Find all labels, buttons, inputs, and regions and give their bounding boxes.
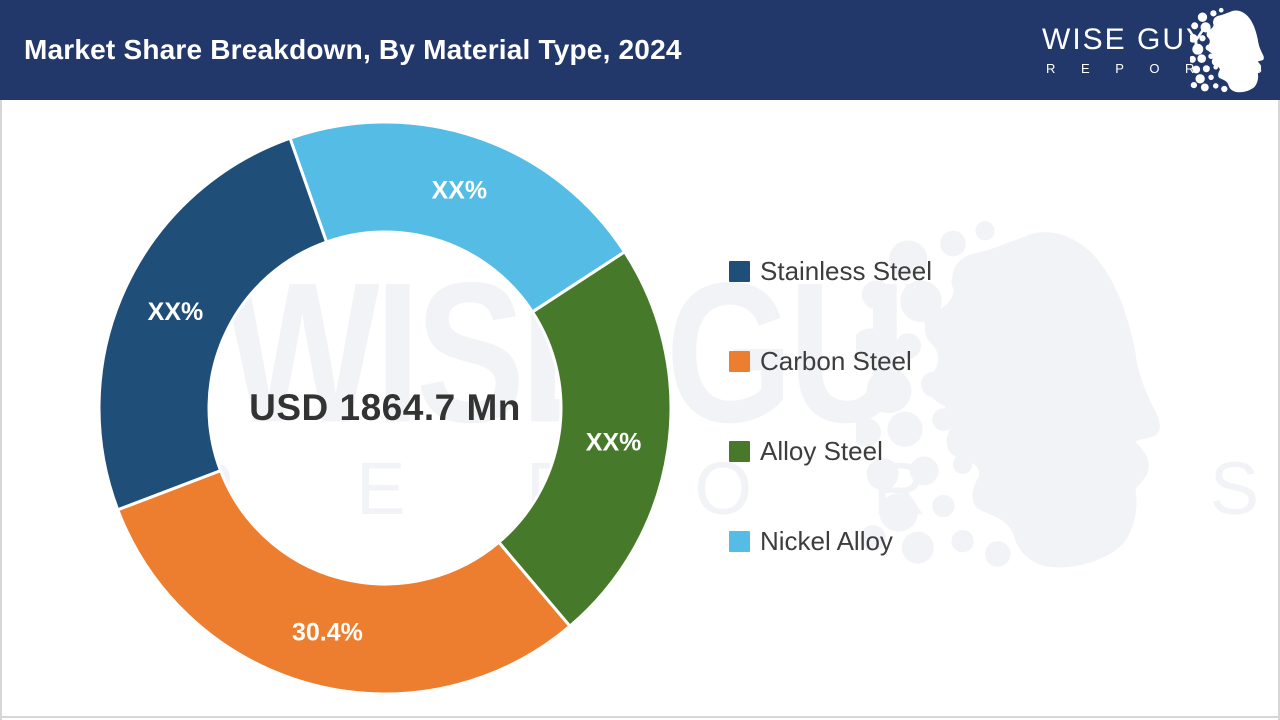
page-title: Market Share Breakdown, By Material Type… — [24, 34, 682, 65]
legend-swatch-stainless-steel — [729, 260, 750, 282]
legend-label: Stainless Steel — [760, 256, 932, 286]
legend-item-carbon-steel[interactable]: Carbon Steel — [729, 348, 932, 374]
legend-swatch-carbon-steel — [729, 350, 750, 372]
slice-value-label: 30.4% — [292, 619, 363, 647]
donut-slice-nickel-alloy[interactable] — [288, 120, 627, 314]
wiseguy-logo: WISE GUY R E P O R T S — [1020, 0, 1270, 100]
legend-item-alloy-steel[interactable]: Alloy Steel — [729, 438, 932, 464]
slice-value-label: XX% — [431, 176, 487, 204]
page-border-right — [1278, 100, 1280, 720]
legend-item-stainless-steel[interactable]: Stainless Steel — [729, 258, 932, 284]
legend-swatch-nickel-alloy — [729, 530, 750, 552]
legend-label: Nickel Alloy — [760, 526, 893, 556]
header-bar: Market Share Breakdown, By Material Type… — [0, 0, 1280, 100]
legend-label: Alloy Steel — [760, 436, 883, 466]
donut-slice-alloy-steel[interactable] — [497, 250, 673, 628]
slice-value-label: XX% — [148, 298, 204, 326]
donut-slice-carbon-steel[interactable] — [116, 469, 572, 696]
legend-label: Carbon Steel — [760, 346, 912, 376]
page-border-left — [0, 100, 2, 720]
chart-center-total: USD 1864.7 Mn — [249, 387, 521, 428]
logo-reports-text: R E P O R T S — [1046, 61, 1273, 76]
donut-slice-stainless-steel[interactable] — [97, 136, 329, 512]
slice-value-label: XX% — [586, 428, 642, 456]
chart-legend: Stainless Steel Carbon Steel Alloy Steel… — [729, 258, 932, 554]
page-border-bottom — [0, 716, 1280, 718]
legend-item-nickel-alloy[interactable]: Nickel Alloy — [729, 528, 932, 554]
logo-brand-text: WISE GUY — [1042, 23, 1209, 56]
legend-swatch-alloy-steel — [729, 440, 750, 462]
